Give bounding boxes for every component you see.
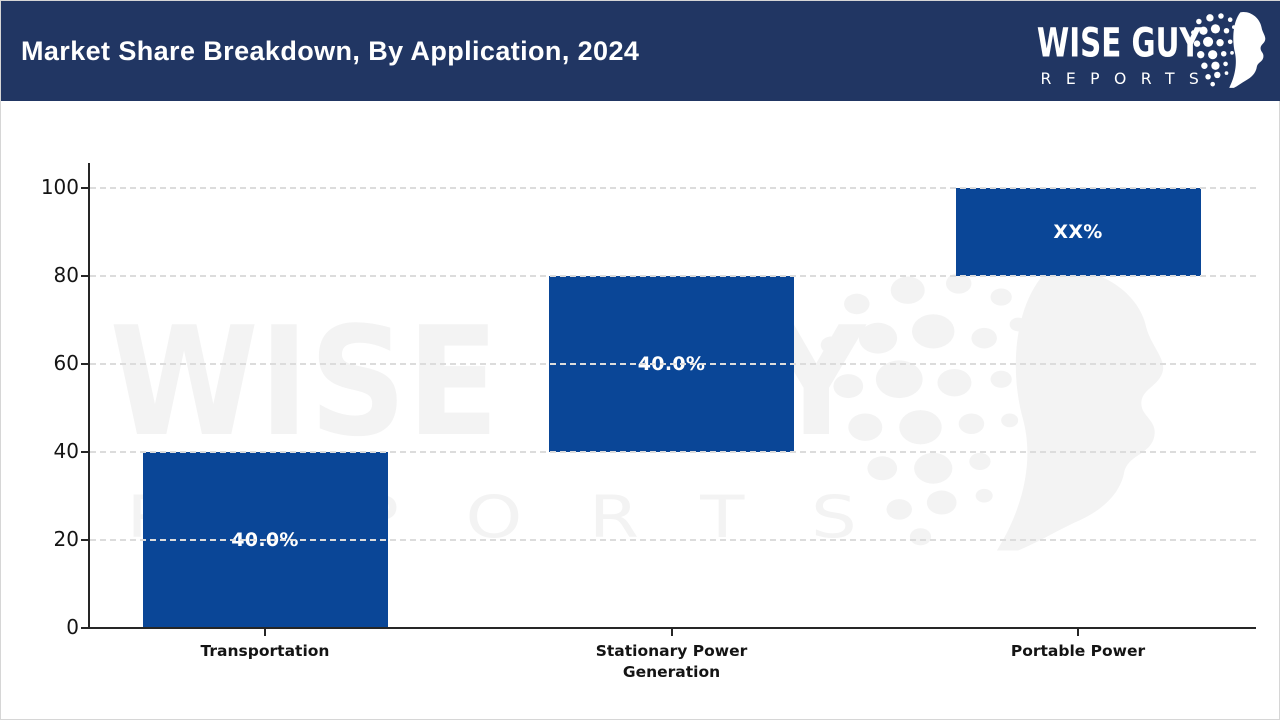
y-tick-label: 20: [53, 527, 79, 551]
y-tick-label: 60: [53, 351, 79, 375]
svg-text:WISE GUY: WISE GUY: [1037, 19, 1201, 67]
y-tick-label: 40: [53, 439, 79, 463]
dotted-head-icon: [820, 268, 1164, 551]
y-tick-mark: [81, 451, 89, 453]
y-gridline: [90, 539, 1256, 541]
page-title: Market Share Breakdown, By Application, …: [21, 35, 640, 66]
x-tick-mark: [264, 628, 266, 636]
y-tick-mark: [81, 363, 89, 365]
svg-text:REPORTS: REPORTS: [1041, 69, 1199, 88]
bar-value-label: XX%: [1053, 221, 1103, 243]
x-tick-mark: [1077, 628, 1079, 636]
y-axis: [88, 163, 90, 629]
y-tick-mark: [81, 627, 89, 629]
dotted-head-icon: [1191, 12, 1266, 88]
y-gridline: [90, 275, 1256, 277]
y-tick-mark: [81, 275, 89, 277]
y-gridline: [90, 451, 1256, 453]
y-gridline: [90, 187, 1256, 189]
wise-guy-logo: WISE GUY REPORTS: [1035, 8, 1267, 94]
app-header: Market Share Breakdown, By Application, …: [1, 1, 1280, 101]
wise-guy-logo-icon: WISE GUY REPORTS: [1037, 12, 1266, 88]
y-tick-label: 80: [53, 263, 79, 287]
y-tick-mark: [81, 539, 89, 541]
x-axis: [88, 627, 1256, 629]
bar-portable-power: XX%: [955, 188, 1201, 276]
x-category-label: Portable Power: [1010, 642, 1146, 660]
x-category-label: Transportation: [200, 642, 330, 660]
x-tick-mark: [670, 628, 673, 636]
y-tick-mark: [81, 187, 89, 189]
x-category-label: Stationary Power Generation: [595, 642, 748, 681]
y-tick-label: 100: [40, 175, 79, 199]
y-gridline: [90, 363, 1256, 365]
y-tick-label: 0: [66, 615, 79, 639]
